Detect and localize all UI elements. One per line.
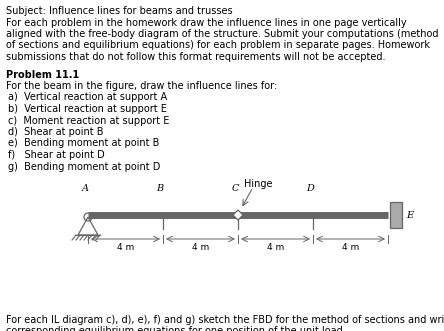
Text: A: A bbox=[82, 184, 88, 193]
Text: submissions that do not follow this format requirements will not be accepted.: submissions that do not follow this form… bbox=[6, 52, 385, 62]
Bar bbox=[390, 202, 402, 228]
Text: D: D bbox=[306, 184, 314, 193]
Text: c)  Moment reaction at support E: c) Moment reaction at support E bbox=[8, 116, 169, 125]
Polygon shape bbox=[233, 210, 243, 220]
Text: b)  Vertical reaction at support E: b) Vertical reaction at support E bbox=[8, 104, 167, 114]
Text: 4 m: 4 m bbox=[192, 243, 209, 252]
Text: For each problem in the homework draw the influence lines in one page vertically: For each problem in the homework draw th… bbox=[6, 18, 407, 27]
Text: B: B bbox=[156, 184, 163, 193]
Text: E: E bbox=[406, 211, 413, 219]
Text: Problem 11.1: Problem 11.1 bbox=[6, 70, 79, 79]
Text: Hinge: Hinge bbox=[244, 179, 272, 189]
Text: e)  Bending moment at point B: e) Bending moment at point B bbox=[8, 138, 159, 149]
Text: 4 m: 4 m bbox=[117, 243, 134, 252]
Text: aligned with the free-body diagram of the structure. Submit your computations (m: aligned with the free-body diagram of th… bbox=[6, 29, 439, 39]
Text: 4 m: 4 m bbox=[342, 243, 359, 252]
Text: C: C bbox=[231, 184, 239, 193]
Text: a)  Vertical reaction at support A: a) Vertical reaction at support A bbox=[8, 92, 167, 103]
Text: For the beam in the figure, draw the influence lines for:: For the beam in the figure, draw the inf… bbox=[6, 81, 277, 91]
Text: corresponding equilibrium equations for one position of the unit load.: corresponding equilibrium equations for … bbox=[6, 326, 346, 331]
Text: 4 m: 4 m bbox=[267, 243, 284, 252]
Text: f)   Shear at point D: f) Shear at point D bbox=[8, 150, 105, 160]
Text: of sections and equilibrium equations) for each problem in separate pages. Homew: of sections and equilibrium equations) f… bbox=[6, 40, 430, 51]
Text: For each IL diagram c), d), e), f) and g) sketch the FBD for the method of secti: For each IL diagram c), d), e), f) and g… bbox=[6, 315, 444, 325]
Text: Subject: Influence lines for beams and trusses: Subject: Influence lines for beams and t… bbox=[6, 6, 233, 16]
Text: d)  Shear at point B: d) Shear at point B bbox=[8, 127, 103, 137]
Text: g)  Bending moment at point D: g) Bending moment at point D bbox=[8, 162, 160, 171]
